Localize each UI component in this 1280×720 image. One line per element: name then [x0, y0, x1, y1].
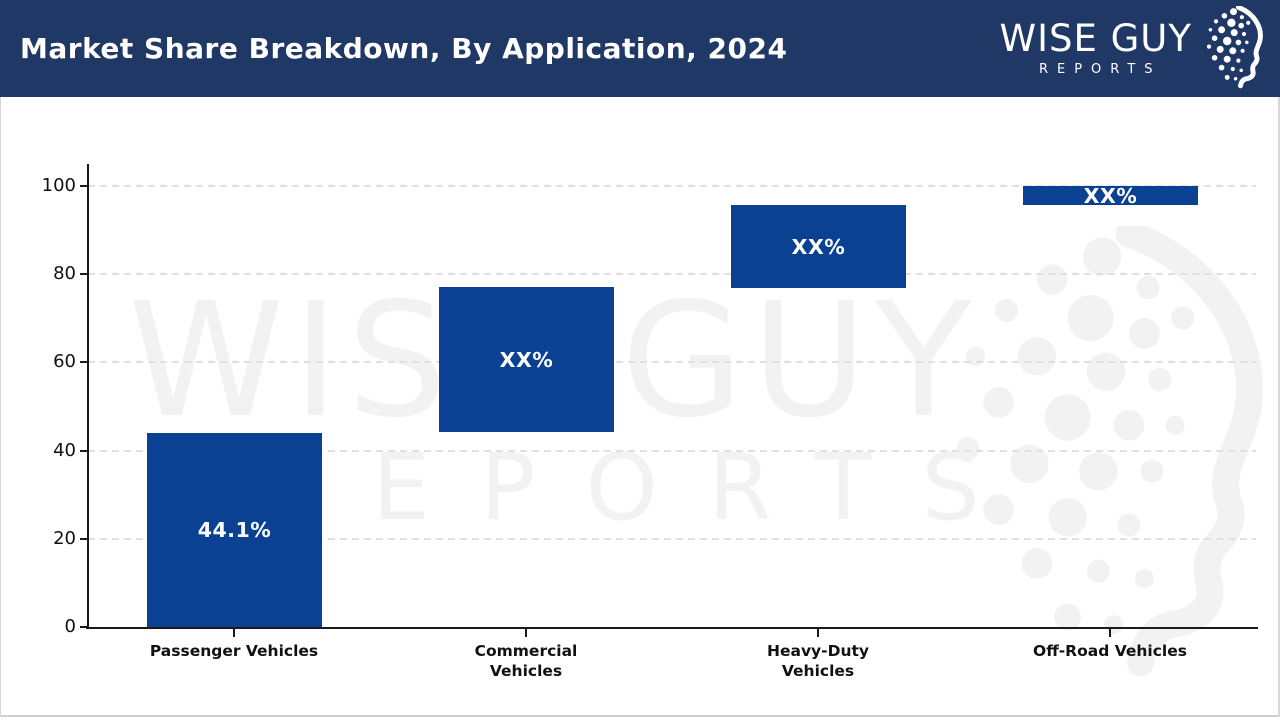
logo-head-icon — [1206, 6, 1263, 89]
bar-value-label: XX% — [1083, 183, 1138, 208]
gridline-40 — [88, 449, 1256, 452]
bar-commercial-vehicles: XX% — [439, 287, 614, 432]
y-tick-40 — [80, 449, 88, 452]
x-tick-label-heavy-duty-vehicles: Heavy-Duty Vehicles — [767, 642, 869, 680]
y-tick-label-60: 60 — [53, 351, 76, 373]
bar-passenger-vehicles: 44.1% — [147, 433, 322, 627]
x-tick-label-off-road-vehicles: Off-Road Vehicles — [1033, 642, 1187, 660]
bar-value-label: XX% — [791, 234, 846, 259]
x-tick-label-commercial-vehicles: Commercial Vehicles — [474, 642, 578, 680]
y-tick-label-40: 40 — [53, 439, 76, 461]
logo-text: WISE GUY REPORTS — [1000, 20, 1192, 76]
bar-value-label: XX% — [499, 347, 554, 372]
gridline-100 — [88, 185, 1256, 187]
watermark-reports-text: REPORTS — [258, 434, 1030, 541]
page-left-border — [0, 97, 1, 717]
x-tick-label-passenger-vehicles: Passenger Vehicles — [149, 642, 319, 660]
gridline-20 — [88, 537, 1256, 540]
y-tick-0 — [80, 626, 88, 628]
page-right-border — [1278, 97, 1280, 717]
y-tick-60 — [80, 361, 88, 364]
page-bottom-border — [0, 715, 1280, 717]
x-axis-line — [86, 627, 1258, 629]
header-bar: Market Share Breakdown, By Application, … — [0, 0, 1280, 97]
y-tick-label-100: 100 — [41, 175, 76, 196]
y-tick-20 — [80, 537, 88, 540]
bar-value-label: 44.1% — [197, 518, 272, 542]
x-tick-1 — [525, 629, 527, 637]
y-tick-80 — [80, 273, 88, 276]
gridline-80 — [88, 273, 1256, 276]
logo-wiseguy-text: WISE GUY — [999, 17, 1192, 60]
logo-reports-text: REPORTS — [1038, 62, 1162, 77]
bar-off-road-vehicles: XX% — [1023, 183, 1198, 208]
x-tick-0 — [233, 629, 235, 637]
y-tick-label-0: 0 — [64, 616, 76, 637]
chart-title: Market Share Breakdown, By Application, … — [20, 32, 788, 65]
y-tick-100 — [80, 185, 88, 187]
x-tick-2 — [817, 629, 819, 637]
y-tick-label-20: 20 — [53, 527, 76, 549]
y-tick-label-80: 80 — [53, 263, 76, 285]
gridline-60 — [88, 361, 1256, 364]
y-axis-line — [87, 164, 89, 629]
bar-heavy-duty-vehicles: XX% — [731, 205, 906, 288]
wise-guy-reports-logo: WISE GUY REPORTS — [1000, 6, 1266, 90]
x-tick-3 — [1109, 629, 1111, 637]
